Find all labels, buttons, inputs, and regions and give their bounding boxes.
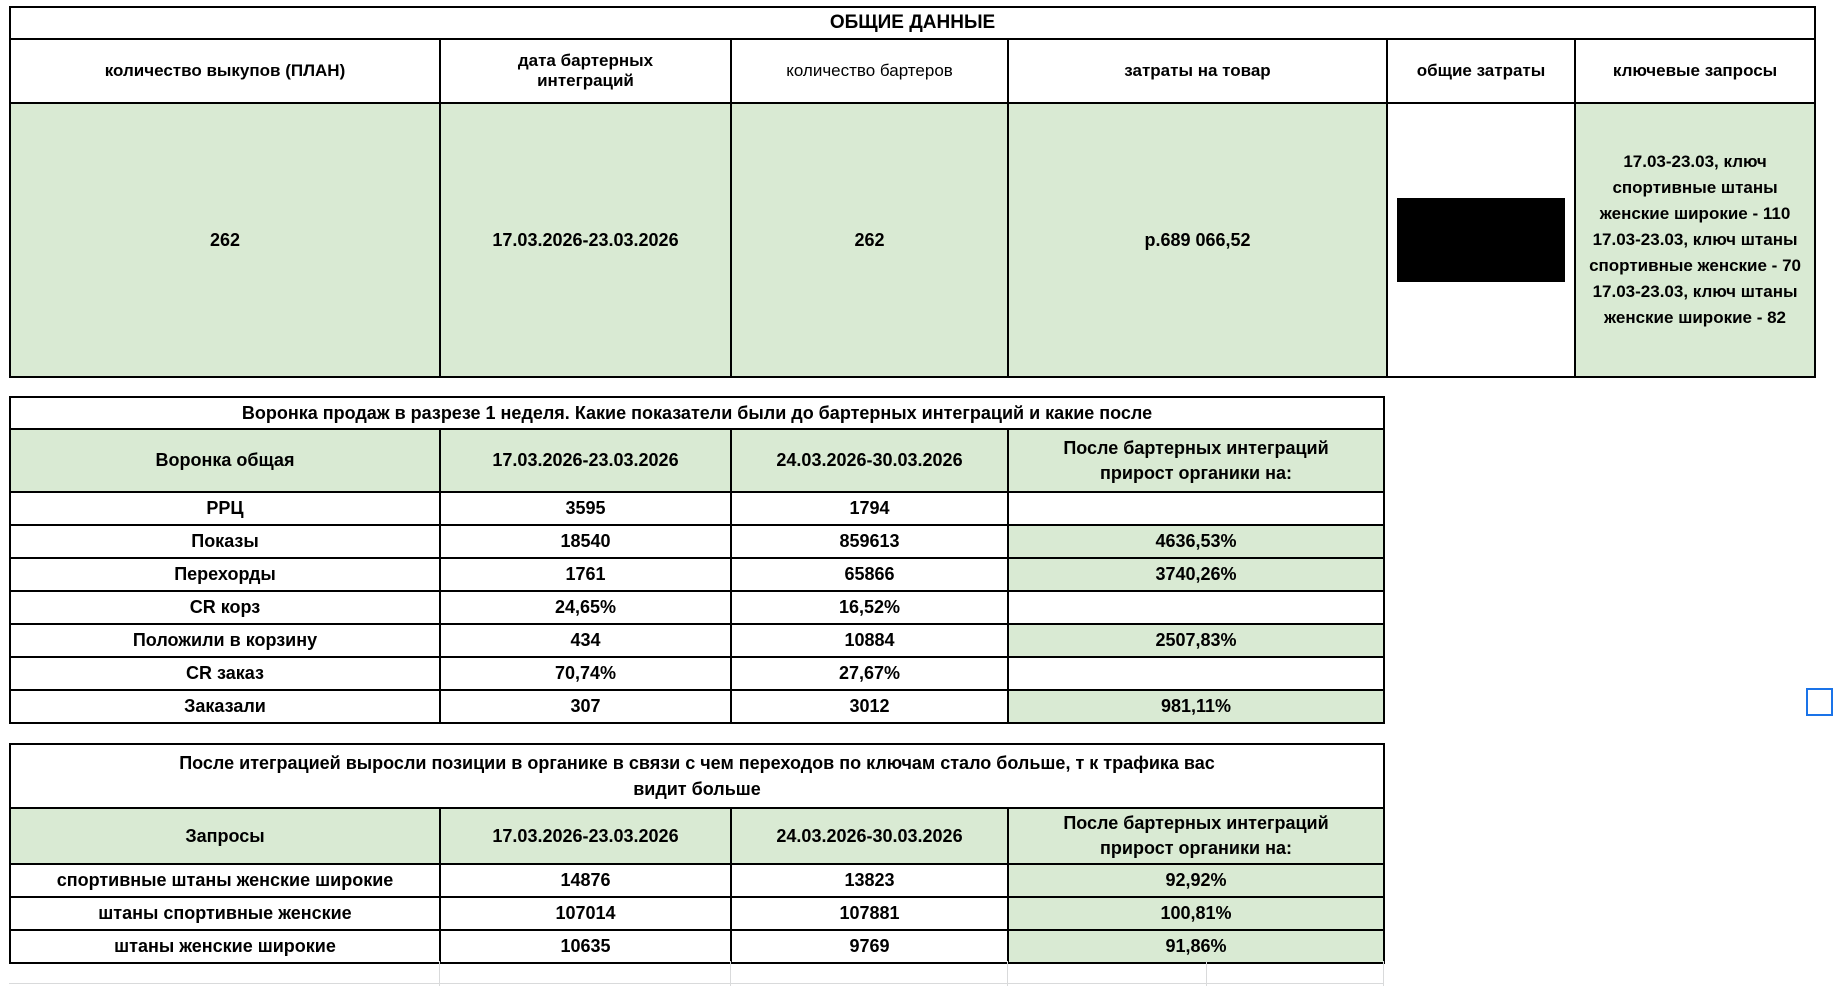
organic-week1-value[interactable]: 14876 (439, 863, 732, 898)
organic-table-title[interactable]: После итеграцией выросли позиции в орган… (9, 743, 1385, 809)
header-barter-count[interactable]: количество бартеров (730, 38, 1009, 104)
funnel-row-label[interactable]: Перехорды (9, 557, 441, 592)
cell-selection-cursor[interactable] (1806, 688, 1833, 716)
funnel-week1-value[interactable]: 24,65% (439, 590, 732, 625)
header-key-queries[interactable]: ключевые запросы (1573, 38, 1817, 104)
table-row: спортивные штаны женские широкие 14876 1… (9, 863, 1385, 898)
table-row: CR корз 24,65% 16,52% (9, 590, 1386, 625)
table-row: CR заказ 70,74% 27,67% (9, 656, 1386, 691)
funnel-row-label[interactable]: Показы (9, 524, 441, 559)
table-row: Положили в корзину 434 10884 2507,83% (9, 623, 1386, 658)
funnel-growth-value[interactable] (1006, 491, 1386, 526)
cell-goods-cost[interactable]: р.689 066,52 (1007, 102, 1388, 378)
organic-growth-value[interactable]: 91,86% (1007, 929, 1385, 964)
cell-buyouts-plan[interactable]: 262 (9, 102, 441, 378)
funnel-row-label[interactable]: РРЦ (9, 491, 441, 526)
organic-week1-value[interactable]: 107014 (439, 896, 732, 931)
funnel-row-label[interactable]: Заказали (9, 689, 441, 724)
funnel-week2-value[interactable]: 1794 (730, 491, 1009, 526)
funnel-week2-value[interactable]: 27,67% (730, 656, 1009, 691)
organic-week2-value[interactable]: 9769 (730, 929, 1009, 964)
table-row: Перехорды 1761 65866 3740,26% (9, 557, 1386, 592)
funnel-week2-value[interactable]: 65866 (730, 557, 1009, 592)
organic-header-label[interactable]: Запросы (9, 807, 441, 865)
table-row: Воронка общая 17.03.2026-23.03.2026 24.0… (9, 428, 1386, 493)
organic-header-week1[interactable]: 17.03.2026-23.03.2026 (439, 807, 732, 865)
funnel-week1-value[interactable]: 307 (439, 689, 732, 724)
organic-row-label[interactable]: штаны спортивные женские (9, 896, 441, 931)
organic-growth-value[interactable]: 100,81% (1007, 896, 1385, 931)
table-row: штаны спортивные женские 107014 107881 1… (9, 896, 1385, 931)
funnel-row-label[interactable]: CR корз (9, 590, 441, 625)
funnel-growth-value[interactable]: 3740,26% (1006, 557, 1386, 592)
table-row: Заказали 307 3012 981,11% (9, 689, 1386, 724)
organic-week1-value[interactable]: 10635 (439, 929, 732, 964)
funnel-growth-value[interactable] (1006, 656, 1386, 691)
table-row: Запросы 17.03.2026-23.03.2026 24.03.2026… (9, 807, 1385, 865)
funnel-week2-value[interactable]: 3012 (730, 689, 1009, 724)
table-row: Воронка продаж в разрезе 1 неделя. Какие… (8, 396, 1386, 430)
header-barter-dates[interactable]: дата бартерных интеграций (439, 38, 732, 104)
header-goods-cost[interactable]: затраты на товар (1007, 38, 1388, 104)
funnel-header-growth[interactable]: После бартерных интеграций прирост орган… (1006, 428, 1386, 493)
funnel-table-title[interactable]: Воронка продаж в разрезе 1 неделя. Какие… (8, 396, 1386, 430)
organic-week2-value[interactable]: 107881 (730, 896, 1009, 931)
gridline (439, 961, 440, 986)
table-row: Показы 18540 859613 4636,53% (9, 524, 1386, 559)
general-data-table: ОБЩИЕ ДАННЫЕ количество выкупов (ПЛАН) д… (8, 6, 1817, 378)
funnel-week1-value[interactable]: 3595 (439, 491, 732, 526)
funnel-week2-value[interactable]: 10884 (730, 623, 1009, 658)
funnel-header-week1[interactable]: 17.03.2026-23.03.2026 (439, 428, 732, 493)
cell-barter-count[interactable]: 262 (730, 102, 1009, 378)
funnel-growth-value[interactable] (1006, 590, 1386, 625)
table-row: штаны женские широкие 10635 9769 91,86% (9, 929, 1385, 964)
gridline (1206, 961, 1207, 986)
funnel-week1-value[interactable]: 18540 (439, 524, 732, 559)
general-table-title[interactable]: ОБЩИЕ ДАННЫЕ (8, 6, 1817, 40)
funnel-row-label[interactable]: CR заказ (9, 656, 441, 691)
cell-total-cost[interactable] (1386, 102, 1576, 378)
table-row: ОБЩИЕ ДАННЫЕ (8, 6, 1817, 40)
funnel-header-week2[interactable]: 24.03.2026-30.03.2026 (730, 428, 1009, 493)
gridline (9, 983, 1383, 984)
funnel-week1-value[interactable]: 434 (439, 623, 732, 658)
table-row: После итеграцией выросли позиции в орган… (9, 743, 1385, 809)
table-row: количество выкупов (ПЛАН) дата бартерных… (9, 38, 1817, 104)
redacted-value (1397, 198, 1565, 282)
organic-growth-value[interactable]: 92,92% (1007, 863, 1385, 898)
cell-key-queries[interactable]: 17.03-23.03, ключ спортивные штаны женск… (1573, 102, 1817, 378)
funnel-week1-value[interactable]: 1761 (439, 557, 732, 592)
gridline (1007, 961, 1008, 986)
organic-header-week2[interactable]: 24.03.2026-30.03.2026 (730, 807, 1009, 865)
gridline (730, 961, 731, 986)
funnel-week2-value[interactable]: 16,52% (730, 590, 1009, 625)
funnel-week1-value[interactable]: 70,74% (439, 656, 732, 691)
funnel-growth-value[interactable]: 981,11% (1006, 689, 1386, 724)
table-row: 262 17.03.2026-23.03.2026 262 р.689 066,… (9, 102, 1817, 378)
header-total-cost[interactable]: общие затраты (1386, 38, 1576, 104)
funnel-table: Воронка продаж в разрезе 1 неделя. Какие… (8, 396, 1386, 724)
header-buyouts-plan[interactable]: количество выкупов (ПЛАН) (9, 38, 441, 104)
organic-week2-value[interactable]: 13823 (730, 863, 1009, 898)
funnel-row-label[interactable]: Положили в корзину (9, 623, 441, 658)
table-row: РРЦ 3595 1794 (9, 491, 1386, 526)
funnel-header-label[interactable]: Воронка общая (9, 428, 441, 493)
organic-header-growth[interactable]: После бартерных интеграций прирост орган… (1007, 807, 1385, 865)
gridline (1383, 961, 1384, 986)
organic-row-label[interactable]: штаны женские широкие (9, 929, 441, 964)
funnel-week2-value[interactable]: 859613 (730, 524, 1009, 559)
organic-row-label[interactable]: спортивные штаны женские широкие (9, 863, 441, 898)
organic-table: После итеграцией выросли позиции в орган… (9, 743, 1385, 964)
funnel-growth-value[interactable]: 4636,53% (1006, 524, 1386, 559)
funnel-growth-value[interactable]: 2507,83% (1006, 623, 1386, 658)
cell-barter-dates[interactable]: 17.03.2026-23.03.2026 (439, 102, 732, 378)
